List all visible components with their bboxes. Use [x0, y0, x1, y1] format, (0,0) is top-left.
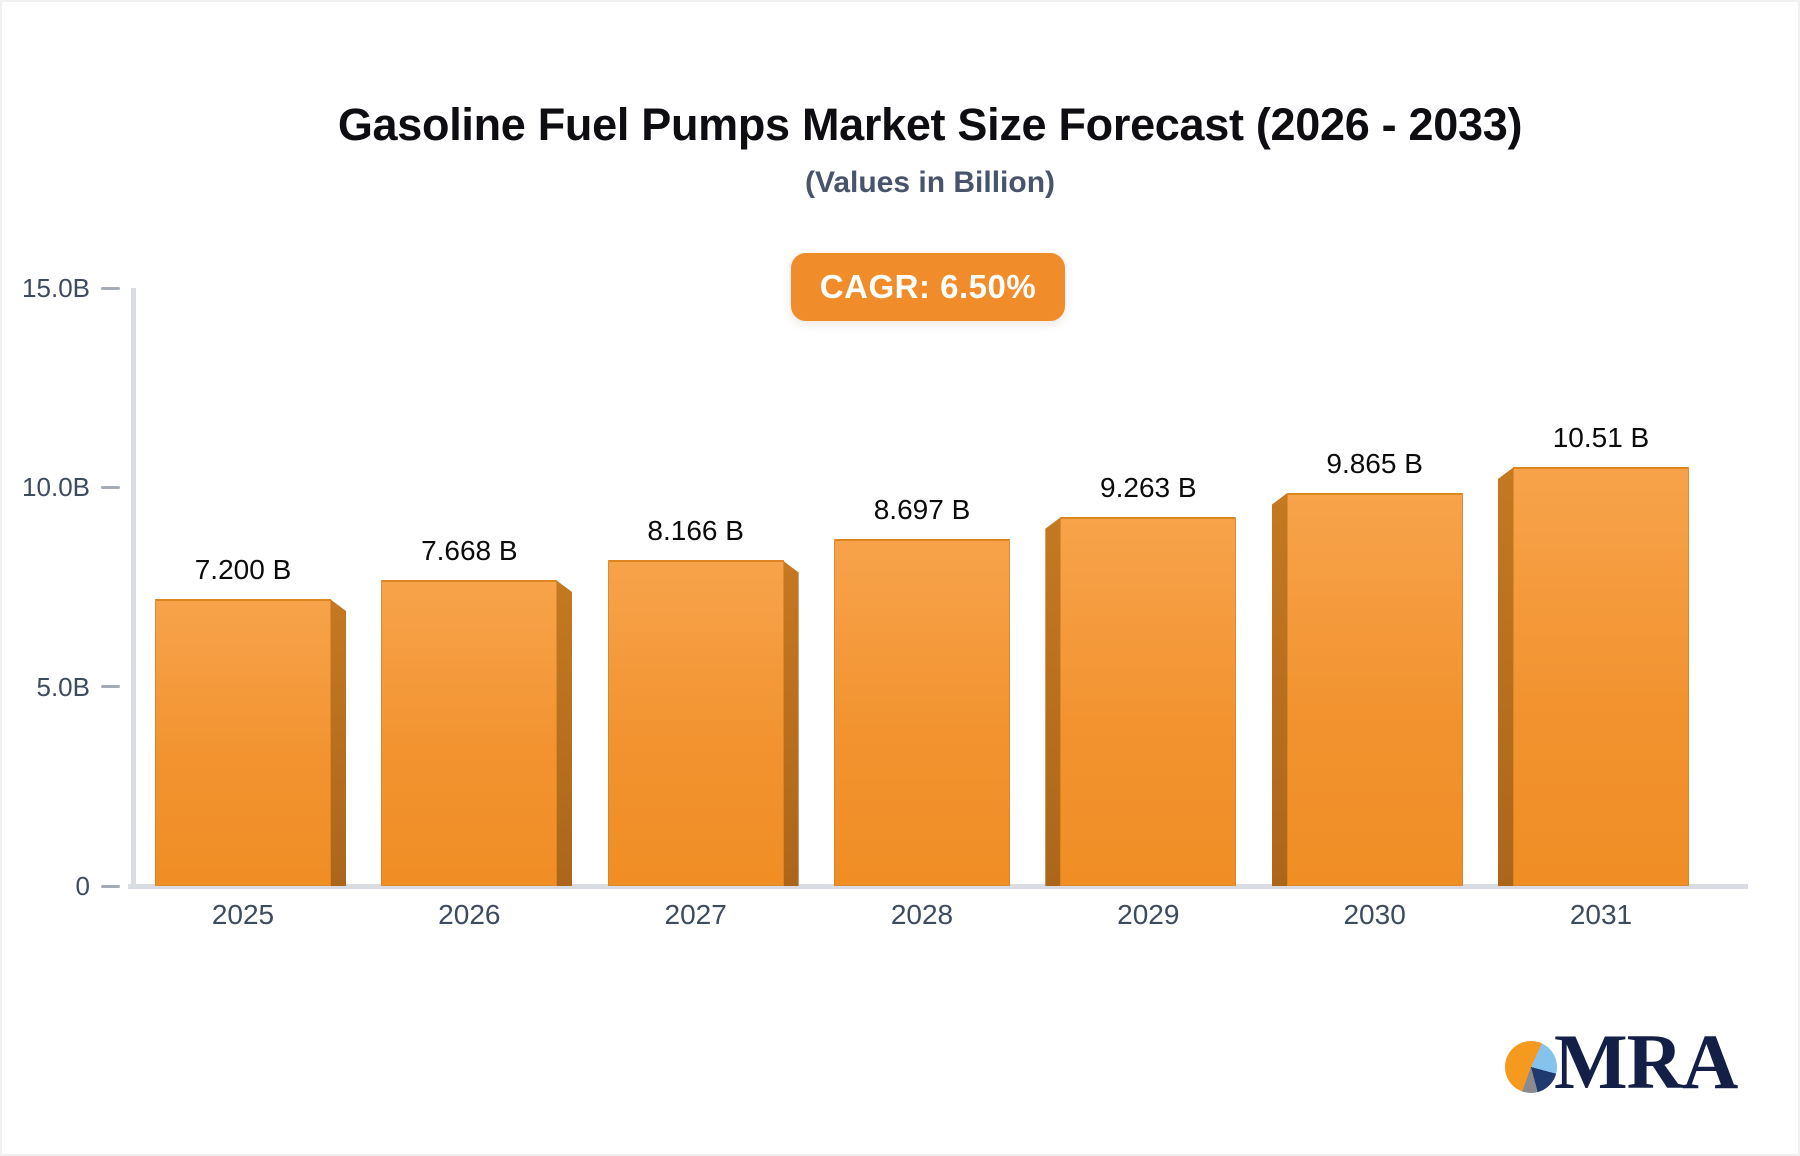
bar-side-face-2026 — [556, 580, 573, 886]
bar-side-face-2030 — [1271, 492, 1288, 886]
y-axis-label-5.0B: 5.0B — [36, 671, 91, 702]
x-axis-label-2027: 2027 — [664, 899, 727, 930]
y-tick-dash-0 — [101, 884, 120, 888]
y-tick-dash-5.0B — [101, 685, 120, 689]
bar-side-face-2025 — [330, 598, 346, 886]
logo-text: MRA — [1554, 1018, 1738, 1105]
bar-side-face-2029 — [1045, 516, 1062, 886]
x-axis-label-2031: 2031 — [1569, 899, 1633, 930]
y-tick-dash-15.0B — [101, 286, 120, 290]
y-axis-line — [131, 288, 136, 889]
bar-value-label-2025: 7.200 B — [194, 553, 292, 585]
bar-side-face-2031 — [1497, 467, 1514, 886]
y-axis-label-15.0B: 15.0B — [22, 273, 90, 303]
x-axis-label-2029: 2029 — [1117, 899, 1180, 930]
bar-value-label-2028: 8.697 B — [873, 494, 971, 526]
bar-value-label-2031: 10.51 B — [1552, 422, 1650, 453]
bar-2031 — [1512, 467, 1689, 886]
x-axis-label-2028: 2028 — [890, 899, 954, 930]
bar-2028 — [833, 539, 1010, 886]
pie-chart-icon — [1505, 1041, 1557, 1093]
bar-2025 — [155, 598, 331, 886]
x-axis-label-2026: 2026 — [438, 899, 501, 930]
y-axis-label-0: 0 — [75, 871, 90, 901]
y-axis-label-10.0B: 10.0B — [22, 472, 90, 503]
cagr-badge: CAGR: 6.50% — [791, 253, 1065, 321]
bar-2030 — [1286, 492, 1463, 886]
x-axis-label-2025: 2025 — [211, 899, 275, 930]
bar-2026 — [381, 580, 558, 886]
bar-value-label-2026: 7.668 B — [421, 535, 518, 567]
bar-2029 — [1060, 516, 1237, 886]
bar-value-label-2029: 9.263 B — [1100, 471, 1197, 503]
bar-value-label-2030: 9.865 B — [1326, 447, 1423, 479]
y-tick-dash-10.0B — [101, 485, 120, 489]
x-axis-baseline — [128, 884, 1748, 889]
mra-logo: MRA — [1505, 1023, 1765, 1113]
bar-2027 — [607, 560, 784, 886]
bar-side-face-2027 — [782, 560, 799, 886]
chart-subtitle: (Values in Billion) — [804, 166, 1056, 199]
x-axis-label-2030: 2030 — [1343, 899, 1406, 930]
bar-value-label-2027: 8.166 B — [647, 515, 744, 547]
chart-title: Gasoline Fuel Pumps Market Size Forecast… — [337, 99, 1523, 150]
